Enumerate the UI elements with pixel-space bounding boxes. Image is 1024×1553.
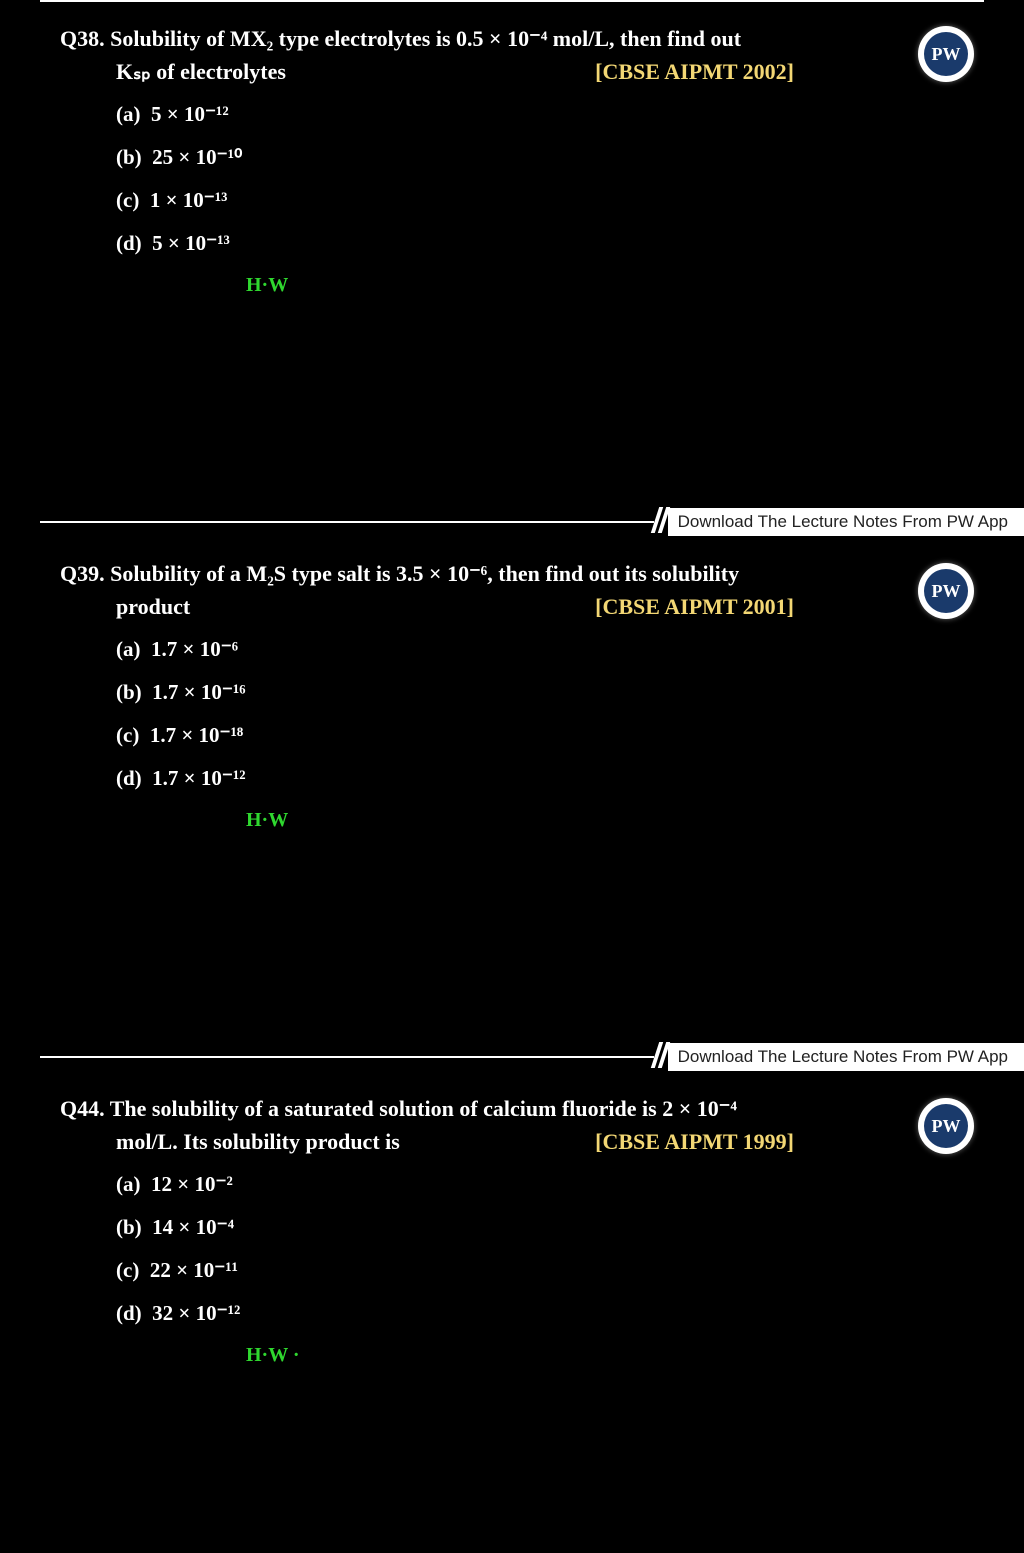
option-a: (a) 12 × 10⁻²: [116, 1172, 964, 1197]
question-source: [CBSE AIPMT 2001]: [595, 590, 794, 623]
question-source: [CBSE AIPMT 2002]: [595, 55, 794, 88]
option-value: 14 × 10⁻⁴: [152, 1215, 234, 1239]
option-label: (d): [116, 231, 142, 255]
hw-annotation: H·W: [60, 809, 964, 832]
question-block: Q38. Solubility of MX₂ type electrolytes…: [0, 2, 1024, 307]
divider-line: [40, 521, 654, 523]
question-line1: The solubility of a saturated solution o…: [110, 1096, 737, 1121]
option-d: (d) 5 × 10⁻¹³: [116, 231, 964, 256]
option-value: 5 × 10⁻¹²: [151, 102, 229, 126]
spacer: [0, 842, 1024, 1032]
option-label: (a): [116, 102, 141, 126]
option-label: (c): [116, 1258, 139, 1282]
question-number: Q44.: [60, 1096, 105, 1121]
options-list: (a) 5 × 10⁻¹² (b) 25 × 10⁻¹⁰ (c) 1 × 10⁻…: [60, 102, 964, 256]
question-line2-row: mol/L. Its solubility product is [CBSE A…: [60, 1125, 964, 1158]
slide-footer-divider: Download The Lecture Notes From PW App: [0, 507, 1024, 537]
option-d: (d) 32 × 10⁻¹²: [116, 1301, 964, 1326]
option-value: 12 × 10⁻²: [151, 1172, 233, 1196]
slide-q38: PW Q38. Solubility of MX₂ type electroly…: [0, 0, 1024, 537]
option-value: 1.7 × 10⁻¹⁶: [152, 680, 245, 704]
option-b: (b) 1.7 × 10⁻¹⁶: [116, 680, 964, 705]
option-value: 1.7 × 10⁻⁶: [151, 637, 238, 661]
question-line2: product: [116, 590, 190, 623]
option-d: (d) 1.7 × 10⁻¹²: [116, 766, 964, 791]
question-line2-row: product [CBSE AIPMT 2001]: [60, 590, 964, 623]
slide-q44: PW Q44. The solubility of a saturated so…: [0, 1072, 1024, 1457]
option-value: 1.7 × 10⁻¹⁸: [150, 723, 243, 747]
slide-q39: PW Q39. Solubility of a M₂S type salt is…: [0, 537, 1024, 1072]
download-banner: Download The Lecture Notes From PW App: [668, 1043, 1024, 1071]
question-block: Q44. The solubility of a saturated solut…: [0, 1072, 1024, 1377]
option-value: 22 × 10⁻¹¹: [150, 1258, 238, 1282]
question-line2-row: Kₛₚ of electrolytes [CBSE AIPMT 2002]: [60, 55, 964, 88]
option-label: (b): [116, 680, 142, 704]
question-block: Q39. Solubility of a M₂S type salt is 3.…: [0, 537, 1024, 842]
divider-slashes: [654, 1042, 668, 1072]
download-banner: Download The Lecture Notes From PW App: [668, 508, 1024, 536]
option-label: (a): [116, 1172, 141, 1196]
option-label: (b): [116, 1215, 142, 1239]
option-label: (d): [116, 766, 142, 790]
question-source: [CBSE AIPMT 1999]: [595, 1125, 794, 1158]
divider-line: [40, 1056, 654, 1058]
option-c: (c) 22 × 10⁻¹¹: [116, 1258, 964, 1283]
option-label: (c): [116, 723, 139, 747]
spacer: [0, 307, 1024, 497]
question-line1: Solubility of MX₂ type electrolytes is 0…: [110, 26, 741, 51]
option-b: (b) 25 × 10⁻¹⁰: [116, 145, 964, 170]
option-a: (a) 5 × 10⁻¹²: [116, 102, 964, 127]
divider-slashes: [654, 507, 668, 537]
question-number: Q38.: [60, 26, 105, 51]
option-label: (c): [116, 188, 139, 212]
option-label: (a): [116, 637, 141, 661]
spacer: [0, 1377, 1024, 1457]
question-text: Q38. Solubility of MX₂ type electrolytes…: [60, 22, 964, 55]
options-list: (a) 1.7 × 10⁻⁶ (b) 1.7 × 10⁻¹⁶ (c) 1.7 ×…: [60, 637, 964, 791]
option-value: 25 × 10⁻¹⁰: [152, 145, 242, 169]
option-c: (c) 1.7 × 10⁻¹⁸: [116, 723, 964, 748]
question-number: Q39.: [60, 561, 105, 586]
option-c: (c) 1 × 10⁻¹³: [116, 188, 964, 213]
slide-footer-divider: Download The Lecture Notes From PW App: [0, 1042, 1024, 1072]
question-line2: Kₛₚ of electrolytes: [116, 55, 286, 88]
option-label: (d): [116, 1301, 142, 1325]
question-text: Q44. The solubility of a saturated solut…: [60, 1092, 964, 1125]
question-line2: mol/L. Its solubility product is: [116, 1125, 400, 1158]
option-value: 1.7 × 10⁻¹²: [152, 766, 245, 790]
option-value: 5 × 10⁻¹³: [152, 231, 230, 255]
option-label: (b): [116, 145, 142, 169]
question-text: Q39. Solubility of a M₂S type salt is 3.…: [60, 557, 964, 590]
question-line1: Solubility of a M₂S type salt is 3.5 × 1…: [110, 561, 739, 586]
hw-annotation: H·W: [60, 274, 964, 297]
option-a: (a) 1.7 × 10⁻⁶: [116, 637, 964, 662]
option-value: 32 × 10⁻¹²: [152, 1301, 240, 1325]
hw-annotation: H·W ·: [60, 1344, 964, 1367]
options-list: (a) 12 × 10⁻² (b) 14 × 10⁻⁴ (c) 22 × 10⁻…: [60, 1172, 964, 1326]
option-value: 1 × 10⁻¹³: [150, 188, 228, 212]
option-b: (b) 14 × 10⁻⁴: [116, 1215, 964, 1240]
